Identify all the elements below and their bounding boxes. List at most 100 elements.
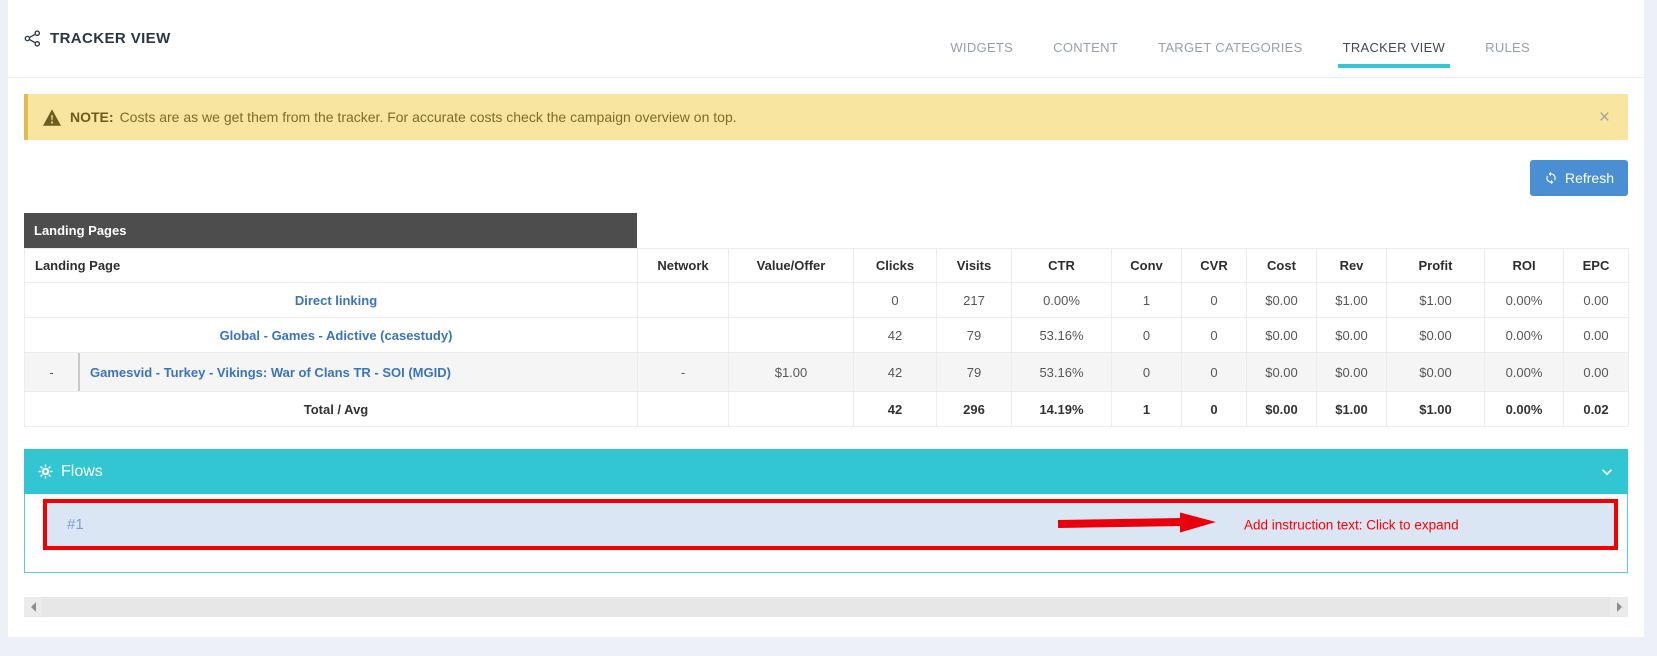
cell-cvr: 0 <box>1181 282 1247 318</box>
column-header-rev: Rev <box>1316 248 1387 283</box>
cell-profit: $1.00 <box>1386 282 1485 318</box>
refresh-button[interactable]: Refresh <box>1529 160 1628 196</box>
tab-rules[interactable]: RULES <box>1485 40 1530 55</box>
cell-ctr: 14.19% <box>1011 391 1112 427</box>
flows-body: #1 Add instruction text: Click to expand <box>24 494 1628 573</box>
cell-value-offer <box>728 391 854 427</box>
cell-conv: 0 <box>1111 352 1182 392</box>
cell-cvr: 0 <box>1181 352 1247 392</box>
scrollbar-thumb[interactable] <box>42 597 1610 617</box>
column-header-cvr: CVR <box>1181 248 1247 283</box>
flow-item-1[interactable]: #1 Add instruction text: Click to expand <box>43 499 1618 550</box>
cell-epc: 0.00 <box>1563 317 1629 353</box>
landing-pages-section: Landing Pages Landing Page Network Value… <box>24 213 1629 427</box>
cell-rev: $1.00 <box>1316 391 1387 427</box>
total-label: Total / Avg <box>24 391 638 427</box>
cell-cvr: 0 <box>1181 391 1247 427</box>
cell-roi: 0.00% <box>1484 391 1564 427</box>
cell-conv: 0 <box>1111 317 1182 353</box>
tab-target-categories[interactable]: TARGET CATEGORIES <box>1158 40 1303 55</box>
warning-icon <box>43 108 61 126</box>
column-header-value-offer: Value/Offer <box>728 248 854 283</box>
flow-number: #1 <box>67 516 84 533</box>
table-row: Direct linking 0 217 0.00% 1 0 $0.00 $1.… <box>24 282 1629 318</box>
annotation-arrow-icon <box>1056 510 1218 539</box>
column-header-network: Network <box>637 248 729 283</box>
note-text: Costs are as we get them from the tracke… <box>119 109 737 125</box>
cell-roi: 0.00% <box>1484 352 1564 392</box>
cell-epc: 0.00 <box>1563 352 1629 392</box>
refresh-icon <box>1544 171 1558 185</box>
cell-roi: 0.00% <box>1484 317 1564 353</box>
cell-visits: 79 <box>936 352 1012 392</box>
gear-icon <box>38 464 53 479</box>
cell-ctr: 53.16% <box>1011 317 1112 353</box>
cell-epc: 0.02 <box>1563 391 1629 427</box>
cell-ctr: 53.16% <box>1011 352 1112 392</box>
tab-widgets[interactable]: WIDGETS <box>950 40 1014 55</box>
table-row-sub-offer: - Gamesvid - Turkey - Vikings: War of Cl… <box>24 352 1629 392</box>
cell-profit: $0.00 <box>1386 352 1485 392</box>
title-wrap: TRACKER VIEW <box>24 30 171 47</box>
column-header-roi: ROI <box>1484 248 1564 283</box>
landing-page-link[interactable]: Direct linking <box>294 292 378 308</box>
flows-title: Flows <box>61 462 103 480</box>
column-header-clicks: Clicks <box>853 248 937 283</box>
cell-cost: $0.00 <box>1246 391 1317 427</box>
page-header: TRACKER VIEW WIDGETS CONTENT TARGET CATE… <box>8 0 1644 78</box>
column-header-visits: Visits <box>936 248 1012 283</box>
column-header-epc: EPC <box>1563 248 1629 283</box>
cell-conv: 1 <box>1111 282 1182 318</box>
cell-rev: $1.00 <box>1316 282 1387 318</box>
cell-clicks: 42 <box>853 352 937 392</box>
refresh-button-label: Refresh <box>1564 170 1614 186</box>
cell-profit: $1.00 <box>1386 391 1485 427</box>
close-icon[interactable]: × <box>1598 106 1610 128</box>
table-header-row: Landing Page Network Value/Offer Clicks … <box>24 248 1629 283</box>
column-header-cost: Cost <box>1246 248 1317 283</box>
offer-link[interactable]: Gamesvid - Turkey - Vikings: War of Clan… <box>90 364 451 380</box>
cell-value-offer <box>728 282 854 318</box>
tab-bar: WIDGETS CONTENT TARGET CATEGORIES TRACKE… <box>945 9 1535 68</box>
table-row: Global - Games - Adictive (casestudy) 42… <box>24 317 1629 353</box>
cell-network <box>637 317 729 353</box>
column-header-landing-page: Landing Page <box>24 248 638 283</box>
column-header-conv: Conv <box>1111 248 1182 283</box>
toolbar: Refresh <box>24 160 1628 196</box>
warning-note: NOTE: Costs are as we get them from the … <box>24 94 1628 140</box>
tab-content[interactable]: CONTENT <box>1053 40 1119 55</box>
column-header-ctr: CTR <box>1011 248 1112 283</box>
cell-ctr: 0.00% <box>1011 282 1112 318</box>
cell-clicks: 0 <box>853 282 937 318</box>
cell-cost: $0.00 <box>1246 282 1317 318</box>
note-label: NOTE: <box>70 109 114 125</box>
scroll-left-arrow[interactable] <box>24 597 42 617</box>
column-header-profit: Profit <box>1386 248 1485 283</box>
landing-page-link[interactable]: Global - Games - Adictive (casestudy) <box>219 327 453 343</box>
landing-pages-section-title: Landing Pages <box>24 213 637 248</box>
horizontal-scrollbar[interactable] <box>24 597 1628 617</box>
chevron-down-icon[interactable] <box>1600 465 1614 479</box>
tab-tracker-view[interactable]: TRACKER VIEW <box>1337 9 1451 68</box>
scroll-right-arrow[interactable] <box>1610 597 1628 617</box>
page-title: TRACKER VIEW <box>50 30 171 47</box>
cell-network <box>637 282 729 318</box>
cell-visits: 296 <box>936 391 1012 427</box>
cell-cost: $0.00 <box>1246 352 1317 392</box>
cell-cvr: 0 <box>1181 317 1247 353</box>
cell-cost: $0.00 <box>1246 317 1317 353</box>
cell-roi: 0.00% <box>1484 282 1564 318</box>
landing-pages-table: Landing Page Network Value/Offer Clicks … <box>24 248 1629 427</box>
cell-rev: $0.00 <box>1316 317 1387 353</box>
cell-network <box>637 391 729 427</box>
flows-header[interactable]: Flows <box>24 449 1628 494</box>
cell-value-offer <box>728 317 854 353</box>
cell-clicks: 42 <box>853 317 937 353</box>
cell-clicks: 42 <box>853 391 937 427</box>
cell-epc: 0.00 <box>1563 282 1629 318</box>
cell-rev: $0.00 <box>1316 352 1387 392</box>
cell-visits: 217 <box>936 282 1012 318</box>
cell-visits: 79 <box>936 317 1012 353</box>
content-card: TRACKER VIEW WIDGETS CONTENT TARGET CATE… <box>8 0 1644 637</box>
table-row-total: Total / Avg 42 296 14.19% 1 0 $0.00 $1.0… <box>24 391 1629 427</box>
